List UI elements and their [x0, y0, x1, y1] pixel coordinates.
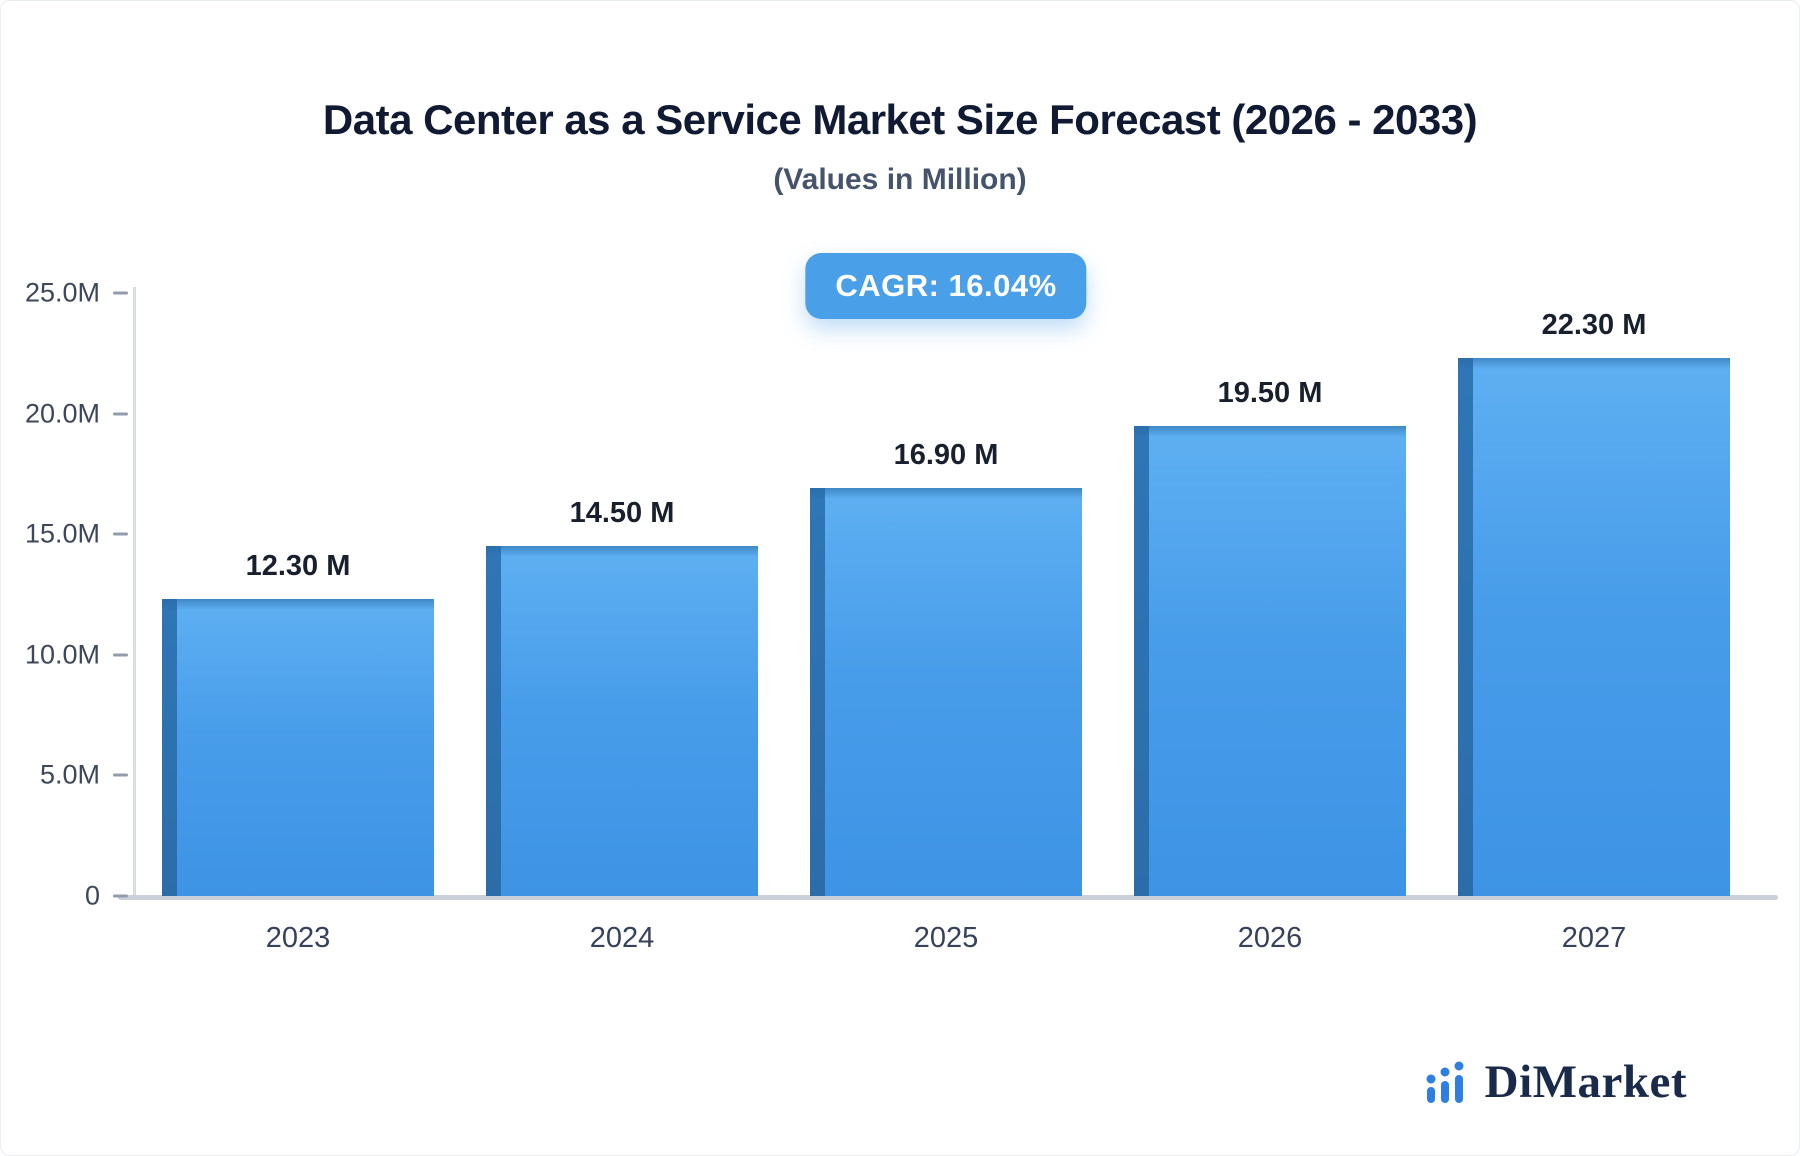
- bar-value-label: 14.50 M: [569, 497, 675, 530]
- y-axis-tick-mark: [113, 532, 128, 536]
- y-axis-tick: 5.0M: [40, 760, 128, 791]
- x-axis-label: 2024: [589, 922, 655, 954]
- y-axis-tick: 0: [85, 881, 128, 912]
- y-axis-tick-mark: [113, 412, 128, 416]
- x-axis-line: [118, 895, 1778, 900]
- brand-name: DiMarket: [1484, 1056, 1687, 1108]
- bar-value-label: 16.90 M: [893, 439, 999, 472]
- bar-2023: [162, 599, 434, 896]
- cagr-badge: CAGR: 16.04%: [805, 253, 1087, 319]
- y-axis-line: [133, 287, 136, 896]
- y-axis-tick: 15.0M: [25, 519, 128, 550]
- bar-2025: [810, 488, 1082, 896]
- y-axis-tick-mark: [113, 653, 128, 657]
- x-axis-label: 2025: [913, 922, 979, 954]
- y-axis-tick-label: 10.0M: [24, 639, 100, 670]
- y-axis-tick-label: 5.0M: [39, 759, 100, 790]
- bar-top-edge: [810, 488, 1082, 500]
- x-axis-label: 2026: [1237, 922, 1303, 954]
- plot-area: 0 5.0M 10.0M 15.0M 20.0M 25.0M 12.30 M 2023 14.5…: [25, 278, 1778, 954]
- bar-top-edge: [1134, 425, 1406, 437]
- y-axis-tick: 25.0M: [25, 278, 128, 309]
- bar-left-edge: [486, 546, 501, 896]
- y-axis-tick-label: 15.0M: [24, 518, 100, 549]
- bar-value-label: 19.50 M: [1217, 376, 1323, 409]
- bar-value-label: 22.30 M: [1541, 309, 1647, 342]
- y-axis-tick-mark: [113, 773, 128, 777]
- brand-logo: DiMarket: [1422, 1055, 1687, 1109]
- y-axis-tick-mark: [113, 894, 128, 898]
- bar-2027: [1458, 358, 1730, 896]
- y-axis-tick-label: 25.0M: [24, 277, 100, 308]
- bar-2026: [1134, 425, 1406, 896]
- bar-left-edge: [1458, 358, 1473, 896]
- bar-top-edge: [1458, 358, 1730, 370]
- y-axis-tick-label: 0: [84, 880, 100, 911]
- y-axis-tick-mark: [113, 291, 128, 295]
- chart-title: Data Center as a Service Market Size For…: [322, 96, 1478, 143]
- bar-top-edge: [486, 546, 758, 558]
- bar-left-edge: [162, 599, 177, 896]
- y-axis-tick-label: 20.0M: [24, 398, 100, 429]
- y-axis-tick: 10.0M: [25, 639, 128, 670]
- x-axis-label: 2027: [1561, 922, 1627, 954]
- x-axis-label: 2023: [265, 922, 331, 954]
- chart-subtitle: (Values in Million): [773, 163, 1027, 196]
- bar-left-edge: [1134, 425, 1149, 896]
- bar-value-label: 12.30 M: [245, 550, 351, 583]
- y-axis-tick: 20.0M: [25, 398, 128, 429]
- bar-2024: [486, 546, 758, 896]
- bar-top-edge: [162, 599, 434, 611]
- bar-left-edge: [810, 488, 825, 896]
- bar-chart-logo-icon: [1426, 1061, 1464, 1103]
